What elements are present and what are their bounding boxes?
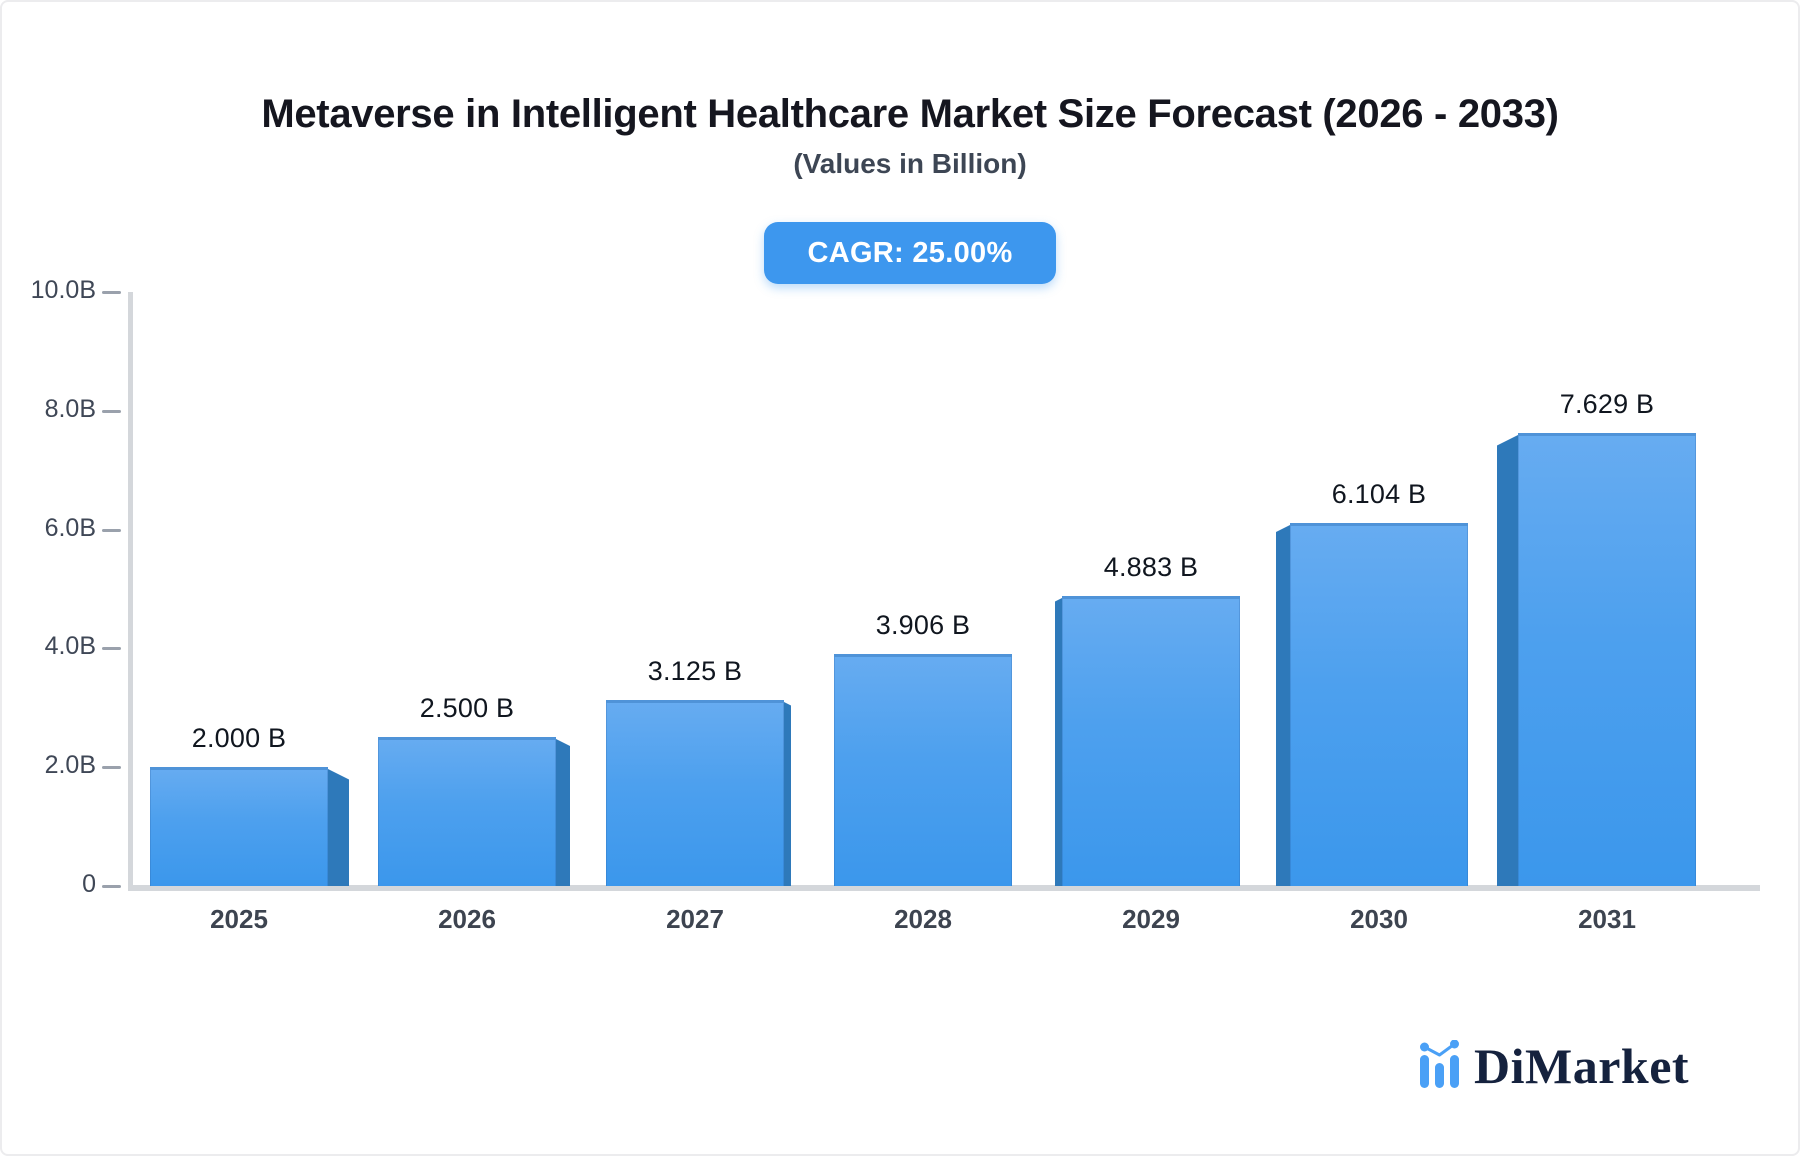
bar-2030-side (1276, 525, 1290, 886)
y-axis-tick-label: 8.0B (44, 394, 96, 423)
bar-value-label: 2.000 B (191, 723, 287, 753)
x-axis-label: 2031 (1578, 904, 1636, 934)
bar-2026 (378, 737, 556, 886)
bar-value-label: 7.629 B (1559, 389, 1655, 419)
bar-2030 (1290, 523, 1468, 886)
y-axis-tick (102, 409, 121, 413)
bar-2025 (150, 767, 328, 886)
x-axis-baseline (128, 885, 1760, 891)
bar-2031 (1518, 433, 1696, 886)
brand-name: DiMarket (1474, 1038, 1690, 1094)
bar-2025-side (328, 769, 349, 886)
bar-2028 (834, 654, 1012, 886)
y-axis-tick (102, 885, 121, 888)
bar-value-label: 3.906 B (875, 610, 971, 640)
bar-value-label: 4.883 B (1103, 552, 1199, 582)
bar-2031-side (1497, 435, 1518, 886)
x-axis-label: 2028 (894, 904, 952, 934)
y-axis-tick (102, 291, 121, 294)
bar-value-label: 2.500 B (419, 693, 515, 723)
y-axis-tick (102, 647, 121, 651)
bar-2029-side (1055, 598, 1062, 886)
x-axis-label: 2027 (666, 904, 724, 934)
chart-subtitle: (Values in Billion) (793, 148, 1027, 179)
cagr-badge-wrap: CAGR: 25.00% (20, 222, 1800, 284)
cagr-badge: CAGR: 25.00% (764, 222, 1056, 284)
bar-2027 (606, 700, 784, 886)
bar-2027-side (784, 702, 791, 886)
y-axis-tick-label: 2.0B (44, 751, 96, 780)
x-axis-label: 2025 (210, 904, 268, 934)
bar-2029 (1062, 596, 1240, 886)
y-axis-line (128, 292, 133, 889)
bar-line-chart-icon (1420, 1040, 1459, 1088)
y-axis-tick-label: 0 (82, 870, 96, 898)
x-axis-label: 2029 (1122, 904, 1180, 934)
x-axis-label: 2026 (438, 904, 496, 934)
y-axis-tick (102, 528, 121, 532)
y-axis-tick-label: 10.0B (30, 276, 96, 304)
y-axis-tick-label: 4.0B (44, 632, 96, 661)
brand-logo: DiMarket (1420, 1038, 1690, 1094)
y-axis-tick (102, 766, 121, 770)
bar-value-label: 6.104 B (1331, 479, 1427, 509)
bar-value-label: 3.125 B (647, 656, 743, 686)
y-axis-tick-label: 6.0B (44, 513, 96, 542)
x-axis-label: 2030 (1350, 904, 1408, 934)
bar-2026-side (556, 739, 570, 886)
chart-title: Metaverse in Intelligent Healthcare Mark… (261, 92, 1559, 136)
